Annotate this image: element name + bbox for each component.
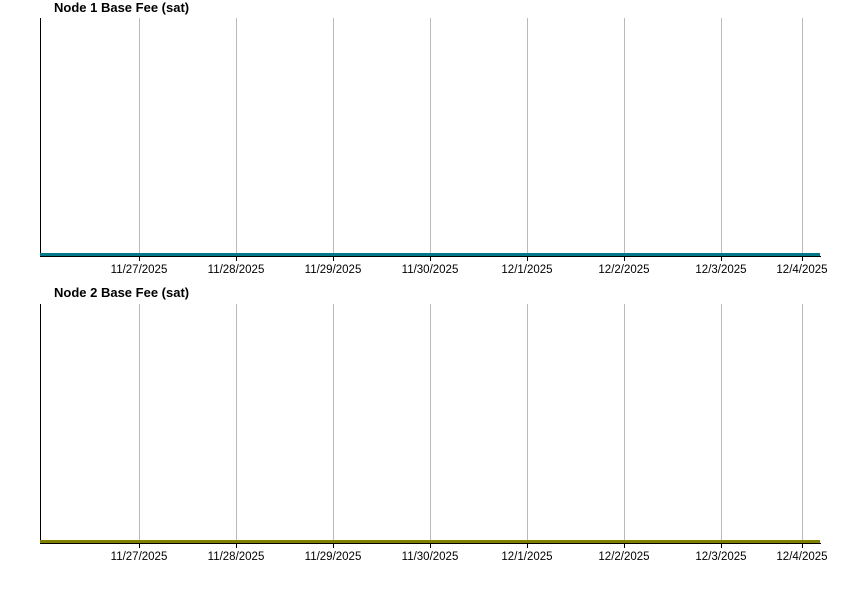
x-tick-label: 12/2/2025 — [598, 551, 650, 563]
x-tick-label: 12/3/2025 — [695, 264, 747, 276]
gridline — [624, 18, 625, 256]
x-tick-label: 12/4/2025 — [776, 551, 828, 563]
gridline — [527, 18, 528, 256]
plot-area-node2 — [40, 304, 840, 543]
tick-mark — [430, 257, 431, 261]
gridline — [802, 304, 803, 543]
tick-mark — [527, 544, 528, 548]
x-tick-label: 11/29/2025 — [304, 551, 362, 563]
x-tick-label: 11/28/2025 — [207, 551, 265, 563]
gridline — [139, 18, 140, 256]
plot-area-node1 — [40, 18, 840, 256]
tick-mark — [430, 544, 431, 548]
x-axis-node1 — [40, 256, 821, 257]
tick-mark — [802, 257, 803, 261]
x-tick-label: 11/27/2025 — [110, 264, 168, 276]
x-tick-label: 11/28/2025 — [207, 264, 265, 276]
x-tick-label: 11/30/2025 — [401, 551, 459, 563]
tick-mark — [624, 257, 625, 261]
gridline — [333, 18, 334, 256]
tick-mark — [721, 257, 722, 261]
data-line-node1 — [40, 253, 820, 256]
data-line-node2 — [40, 540, 820, 543]
gridline — [527, 304, 528, 543]
tick-mark — [624, 544, 625, 548]
gridline — [721, 18, 722, 256]
x-tick-label: 12/2/2025 — [598, 264, 650, 276]
tick-mark — [721, 544, 722, 548]
y-axis-node2 — [40, 304, 41, 544]
chart-panel-node1: Node 1 Base Fee (sat) 11/27/2025 — [0, 0, 860, 285]
gridline — [139, 304, 140, 543]
x-tick-label: 12/4/2025 — [776, 264, 828, 276]
tick-mark — [236, 257, 237, 261]
x-tick-label: 11/30/2025 — [401, 264, 459, 276]
x-tick-label: 12/3/2025 — [695, 551, 747, 563]
x-axis-node2 — [40, 543, 821, 544]
tick-mark — [236, 544, 237, 548]
tick-mark — [139, 544, 140, 548]
gridline — [236, 18, 237, 256]
tick-mark — [333, 544, 334, 548]
tick-mark — [333, 257, 334, 261]
x-tick-label: 11/29/2025 — [304, 264, 362, 276]
x-tick-label: 11/27/2025 — [110, 551, 168, 563]
tick-mark — [527, 257, 528, 261]
gridline — [624, 304, 625, 543]
gridline — [333, 304, 334, 543]
chart-panel-node2: Node 2 Base Fee (sat) 11/27/2025 — [0, 285, 860, 585]
y-axis-node1 — [40, 18, 41, 257]
tick-mark — [802, 544, 803, 548]
x-tick-label: 12/1/2025 — [501, 264, 553, 276]
chart-title-node1: Node 1 Base Fee (sat) — [54, 0, 190, 15]
x-tick-label: 12/1/2025 — [501, 551, 553, 563]
gridline — [802, 18, 803, 256]
gridline — [430, 18, 431, 256]
gridline — [236, 304, 237, 543]
gridline — [430, 304, 431, 543]
chart-title-node2: Node 2 Base Fee (sat) — [54, 285, 190, 300]
tick-mark — [139, 257, 140, 261]
gridline — [721, 304, 722, 543]
